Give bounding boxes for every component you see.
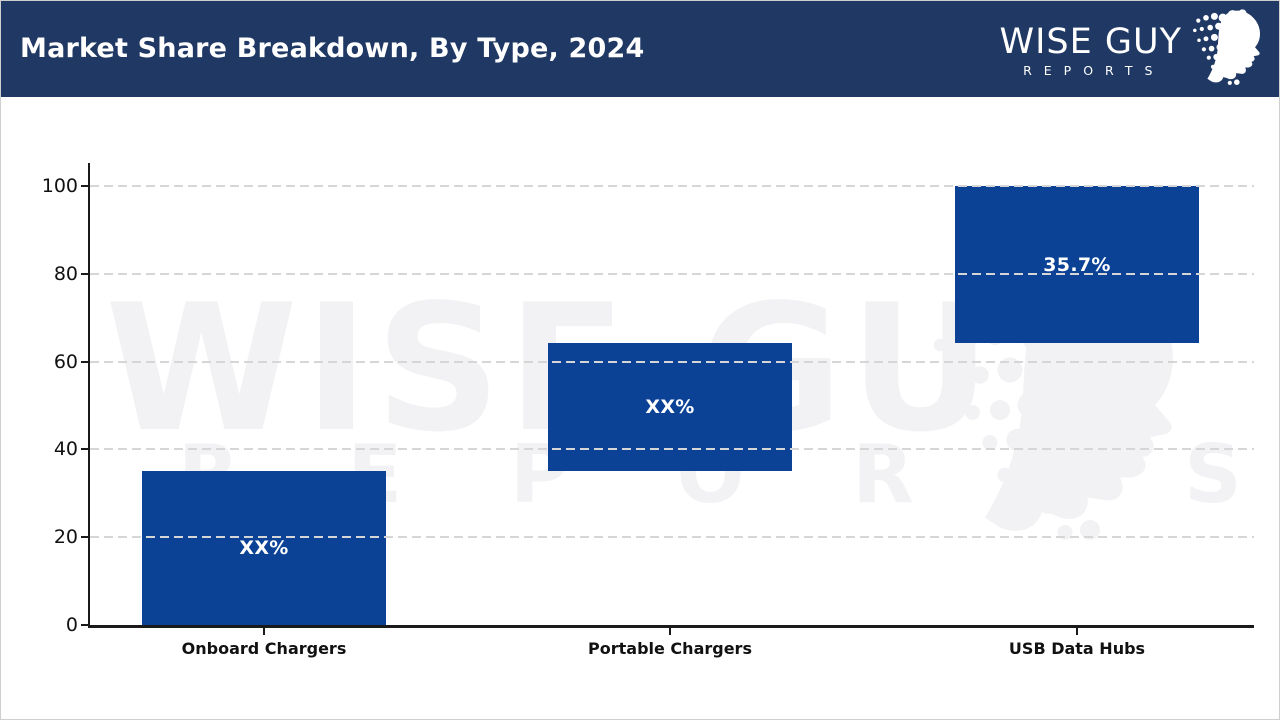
category-label-portable-chargers: Portable Chargers [588, 639, 752, 658]
y-tick-mark [81, 185, 89, 187]
category-label-onboard-chargers: Onboard Chargers [181, 639, 347, 658]
y-tick-mark [81, 273, 89, 275]
y-tick-label-40: 40 [53, 438, 78, 460]
x-axis-spine [88, 625, 1254, 628]
gridline-60 [90, 361, 1254, 363]
bar-onboard-chargers: XX% [142, 471, 386, 625]
bar-value-label: XX% [239, 537, 289, 559]
gridline-40 [90, 448, 1254, 450]
logo-line1: WISE GUY [999, 21, 1182, 62]
logo-face-icon [1176, 8, 1264, 92]
bar-usb-data-hubs: 35.7% [955, 186, 1199, 343]
bar-value-label: 35.7% [1043, 253, 1111, 276]
y-tick-mark [81, 448, 89, 450]
x-tick-mark [1076, 628, 1078, 635]
y-axis-spine [88, 163, 90, 627]
page-title: Market Share Breakdown, By Type, 2024 [20, 33, 645, 64]
logo-wordmark: WISE GUY REPORTS [999, 23, 1182, 78]
y-tick-label-100: 100 [41, 175, 78, 197]
bar-value-label: XX% [645, 396, 695, 418]
y-tick-label-0: 0 [65, 614, 78, 636]
y-tick-label-80: 80 [53, 263, 78, 285]
gridline-20 [90, 536, 1254, 538]
logo-line2: REPORTS [1023, 62, 1165, 78]
header-bar: Market Share Breakdown, By Type, 2024 WI… [0, 0, 1280, 97]
y-tick-mark [81, 624, 89, 626]
gridline-100 [90, 185, 1254, 187]
x-tick-mark [669, 628, 671, 635]
y-tick-mark [81, 361, 89, 363]
y-tick-label-60: 60 [53, 351, 78, 373]
x-tick-mark [263, 628, 265, 635]
y-tick-label-20: 20 [53, 526, 78, 548]
wiseguy-logo: WISE GUY REPORTS [999, 6, 1264, 94]
y-tick-mark [81, 536, 89, 538]
gridline-80 [90, 273, 1254, 275]
category-label-usb-data-hubs: USB Data Hubs [1008, 639, 1146, 658]
